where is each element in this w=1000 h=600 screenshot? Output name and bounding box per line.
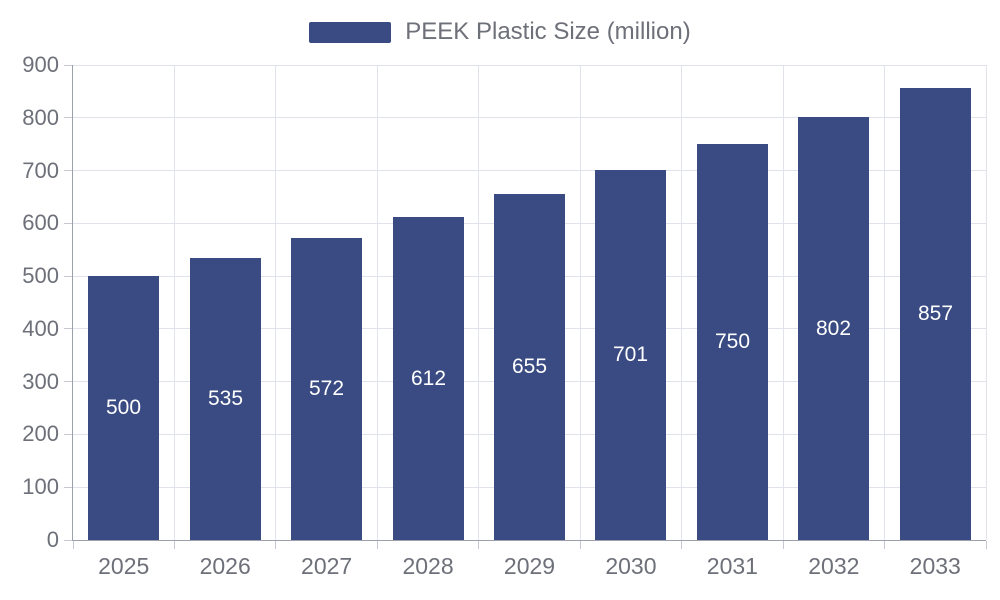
- bar-value-label: 572: [308, 377, 345, 400]
- x-axis-tick: [782, 541, 784, 549]
- bar[interactable]: 802: [798, 117, 869, 540]
- gridline-vertical: [782, 65, 784, 540]
- bar-value-label: 655: [511, 355, 548, 378]
- bar[interactable]: 750: [697, 144, 768, 540]
- legend-label: PEEK Plastic Size (million): [405, 18, 691, 45]
- y-axis-label: 0: [46, 527, 59, 552]
- bar[interactable]: 612: [393, 217, 464, 540]
- bar-value-label: 750: [714, 330, 751, 353]
- y-axis-label: 600: [22, 210, 59, 236]
- bar-value-label: 857: [917, 302, 954, 325]
- legend-item[interactable]: PEEK Plastic Size (million): [0, 16, 1000, 48]
- x-axis-label: 2033: [909, 553, 961, 579]
- x-axis-tick: [72, 541, 74, 549]
- y-axis-label: 700: [22, 157, 59, 183]
- legend-swatch: [309, 21, 392, 43]
- bar[interactable]: 500: [88, 276, 159, 540]
- y-axis-tick: [64, 381, 72, 383]
- gridline-vertical: [884, 65, 886, 540]
- x-axis-tick: [884, 541, 886, 549]
- x-axis-tick: [681, 541, 683, 549]
- y-axis-tick: [64, 275, 72, 277]
- bar[interactable]: 857: [900, 88, 971, 540]
- y-axis-tick: [64, 170, 72, 172]
- bar-value-label: 535: [207, 387, 244, 410]
- gridline-horizontal: [73, 64, 986, 66]
- y-axis-label: 400: [22, 315, 59, 341]
- bar[interactable]: 572: [291, 238, 362, 540]
- y-axis-tick: [64, 328, 72, 330]
- y-axis-label: 900: [22, 52, 59, 77]
- gridline-horizontal: [73, 117, 986, 119]
- bar-value-label: 612: [410, 366, 447, 390]
- x-axis-label: 2027: [301, 553, 353, 579]
- x-axis-label: 2028: [402, 553, 454, 579]
- y-axis-tick: [64, 486, 72, 488]
- bar[interactable]: 655: [494, 194, 565, 540]
- gridline-horizontal: [73, 170, 986, 172]
- bar-value-label: 500: [105, 396, 142, 419]
- x-axis-label: 2029: [503, 553, 556, 579]
- x-axis-tick: [478, 541, 480, 549]
- x-axis-tick: [275, 541, 277, 549]
- gridline-vertical: [478, 65, 480, 540]
- bar[interactable]: 535: [190, 258, 261, 540]
- y-axis-label: 500: [22, 263, 59, 289]
- y-axis-tick: [64, 64, 72, 66]
- y-axis-tick: [64, 433, 72, 435]
- bar-value-label: 701: [612, 343, 649, 366]
- x-axis-label: 2025: [98, 553, 150, 579]
- gridline-vertical: [985, 65, 987, 540]
- y-axis-label: 800: [22, 104, 59, 130]
- gridline-vertical: [681, 65, 683, 540]
- x-axis-label: 2032: [808, 553, 860, 579]
- x-axis-tick: [173, 541, 175, 549]
- y-axis-label: 200: [22, 421, 59, 447]
- x-axis-label: 2030: [605, 553, 657, 579]
- gridline-vertical: [579, 65, 581, 540]
- gridline-vertical: [376, 65, 378, 540]
- gridline-vertical: [173, 65, 175, 540]
- gridline-vertical: [275, 65, 277, 540]
- x-axis-tick: [985, 541, 987, 549]
- x-axis-label: 2031: [706, 553, 758, 579]
- y-axis-label: 300: [22, 368, 59, 394]
- y-axis-tick: [64, 539, 72, 541]
- x-axis-tick: [376, 541, 378, 549]
- plot-area: 0 100 200 300 400 500 600 700 800 900 500 2025 535 20…: [22, 52, 987, 579]
- bar[interactable]: 701: [595, 170, 666, 540]
- y-axis-tick: [64, 222, 72, 224]
- bar-value-label: 802: [815, 316, 852, 340]
- y-axis-label: 100: [22, 474, 59, 500]
- x-axis-tick: [579, 541, 581, 549]
- x-axis-label: 2026: [199, 553, 251, 579]
- y-axis-tick: [64, 117, 72, 119]
